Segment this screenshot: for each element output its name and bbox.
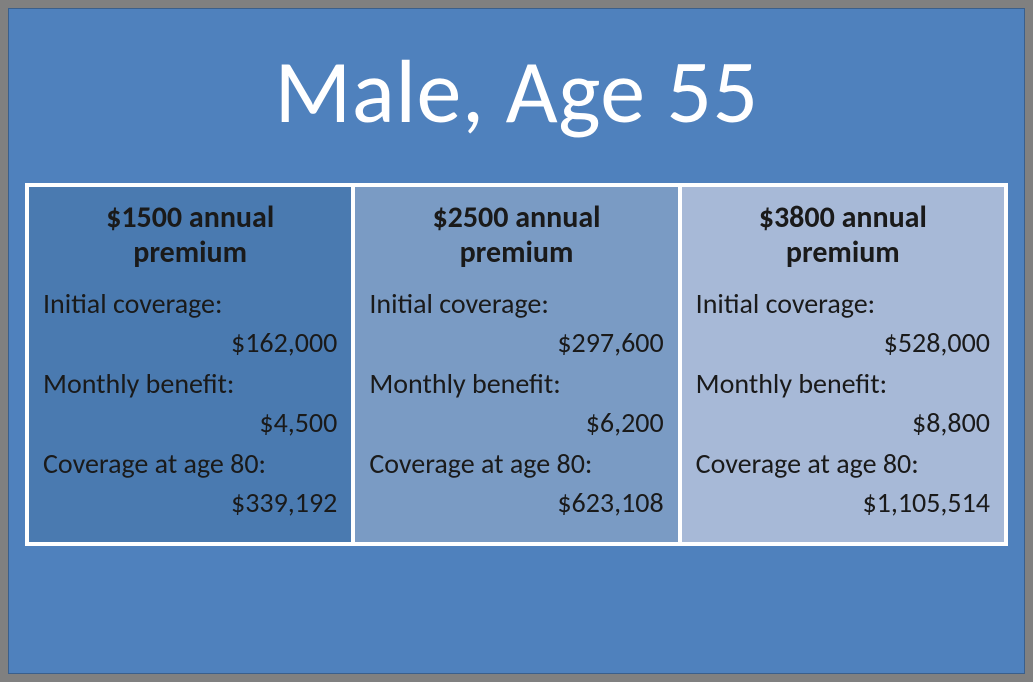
premium-line2: premium [460, 234, 574, 271]
premium-line2: premium [786, 234, 900, 271]
coverage-80-value: $339,192 [43, 485, 337, 520]
premium-line1: $3800 annual [759, 199, 927, 236]
initial-coverage-label: Initial coverage: [43, 286, 337, 321]
coverage-80-value: $623,108 [369, 485, 663, 520]
premium-header: $3800 annual premium [696, 197, 990, 280]
coverage-80-label: Coverage at age 80: [696, 446, 990, 481]
initial-coverage-label: Initial coverage: [696, 286, 990, 321]
premium-col-3: $3800 annual premium Initial coverage: $… [678, 187, 1004, 542]
premium-col-2: $2500 annual premium Initial coverage: $… [351, 187, 677, 542]
monthly-benefit-label: Monthly benefit: [43, 366, 337, 401]
initial-coverage-value: $297,600 [369, 325, 663, 360]
monthly-benefit-value: $4,500 [43, 405, 337, 440]
premium-col-1: $1500 annual premium Initial coverage: $… [29, 187, 351, 542]
card-outer: Male, Age 55 $1500 annual premium Initia… [8, 8, 1025, 674]
premium-line1: $1500 annual [106, 199, 274, 236]
monthly-benefit-value: $6,200 [369, 405, 663, 440]
premium-header: $1500 annual premium [43, 197, 337, 280]
monthly-benefit-label: Monthly benefit: [696, 366, 990, 401]
coverage-80-label: Coverage at age 80: [43, 446, 337, 481]
premium-row: $1500 annual premium Initial coverage: $… [25, 183, 1008, 546]
premium-line2: premium [133, 234, 247, 271]
premium-line1: $2500 annual [432, 199, 600, 236]
initial-coverage-value: $162,000 [43, 325, 337, 360]
monthly-benefit-label: Monthly benefit: [369, 366, 663, 401]
monthly-benefit-value: $8,800 [696, 405, 990, 440]
premium-header: $2500 annual premium [369, 197, 663, 280]
initial-coverage-value: $528,000 [696, 325, 990, 360]
coverage-80-label: Coverage at age 80: [369, 446, 663, 481]
coverage-80-value: $1,105,514 [696, 485, 990, 520]
initial-coverage-label: Initial coverage: [369, 286, 663, 321]
card-title: Male, Age 55 [9, 9, 1024, 183]
